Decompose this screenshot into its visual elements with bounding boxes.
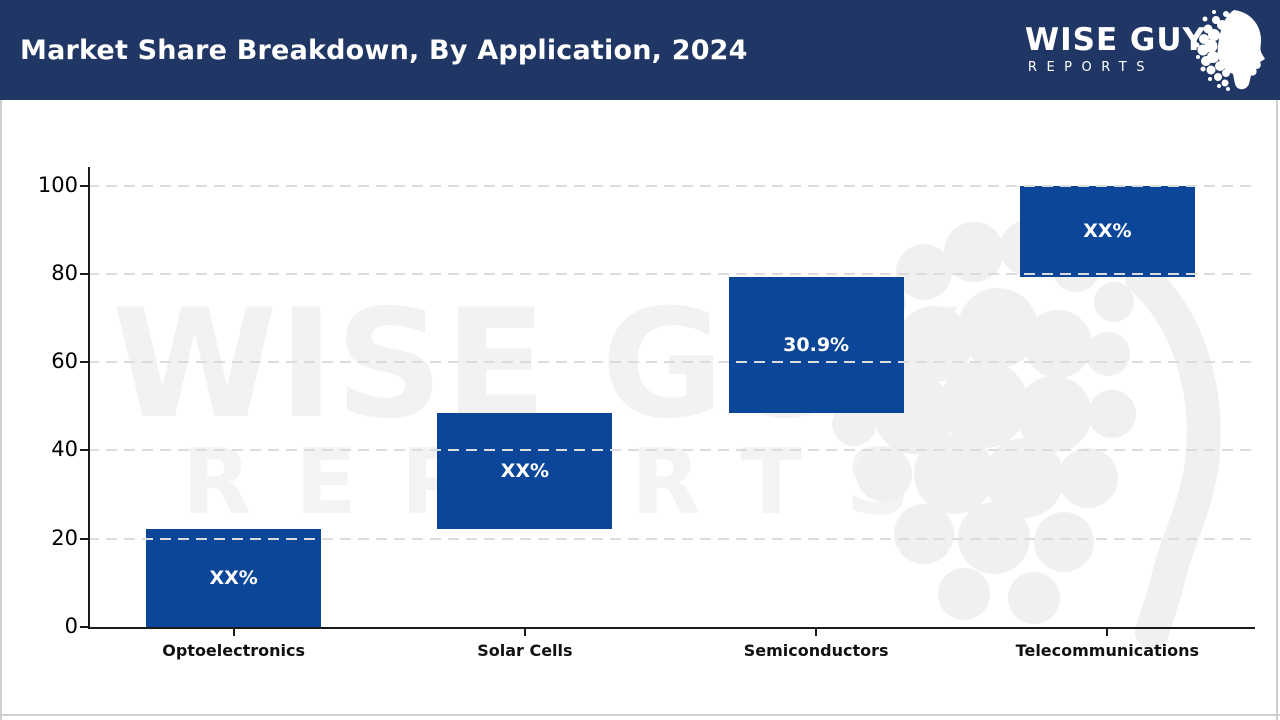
x-tick-label: Solar Cells <box>477 641 573 660</box>
y-tick-mark <box>80 184 88 187</box>
y-tick-mark <box>80 626 88 628</box>
y-axis-spine <box>88 167 90 629</box>
x-tick-label: Semiconductors <box>743 641 889 660</box>
logo-wordmark: WISE GUY <box>1024 22 1206 58</box>
y-gridline <box>88 537 1253 540</box>
chart-area: WISE GUY REPORTS 020406080100XX%Optoelec… <box>0 100 1280 714</box>
y-tick-mark <box>80 361 88 364</box>
x-tick-mark <box>523 628 526 636</box>
y-gridline <box>88 361 1253 364</box>
y-tick-mark <box>80 272 88 275</box>
x-axis-spine <box>88 627 1255 629</box>
x-tick-mark <box>815 628 818 636</box>
y-gridline <box>88 449 1253 452</box>
logo-subtext: REPORTS <box>1027 59 1155 75</box>
header-banner: Market Share Breakdown, By Application, … <box>0 0 1280 100</box>
y-tick-label: 0 <box>64 614 78 638</box>
x-tick-mark <box>232 628 235 636</box>
bar-semiconductors: 30.9% <box>728 276 904 414</box>
bar-value-label: XX% <box>1083 220 1132 243</box>
x-tick-mark <box>1106 628 1109 636</box>
x-tick-label: Telecommunications <box>1015 641 1200 660</box>
bar-value-label: 30.9% <box>783 334 850 357</box>
bar-value-label: XX% <box>209 566 258 589</box>
wiseguy-logo: WISE GUY REPORTS <box>1025 8 1268 96</box>
y-gridline <box>88 184 1253 187</box>
logo-text: WISE GUY REPORTS <box>1025 24 1206 75</box>
frame-border-bottom <box>0 714 1280 716</box>
frame-border-right <box>1276 100 1278 720</box>
y-tick-mark <box>80 537 88 540</box>
bar-telecommunications: XX% <box>1019 185 1195 277</box>
bar-solar cells: XX% <box>437 413 613 529</box>
y-tick-label: 40 <box>51 437 78 462</box>
wiseguy-head-icon <box>1196 10 1265 91</box>
frame-border-left <box>0 100 2 720</box>
chart-title: Market Share Breakdown, By Application, … <box>20 34 748 66</box>
bar-optoelectronics: XX% <box>146 528 322 627</box>
x-tick-label: Optoelectronics <box>162 641 306 660</box>
y-tick-label: 80 <box>51 260 78 285</box>
y-tick-mark <box>80 449 88 452</box>
y-tick-label: 100 <box>37 172 78 197</box>
y-gridline <box>88 272 1253 275</box>
y-tick-label: 20 <box>51 525 78 550</box>
y-tick-label: 60 <box>51 349 78 374</box>
bar-value-label: XX% <box>500 459 550 482</box>
